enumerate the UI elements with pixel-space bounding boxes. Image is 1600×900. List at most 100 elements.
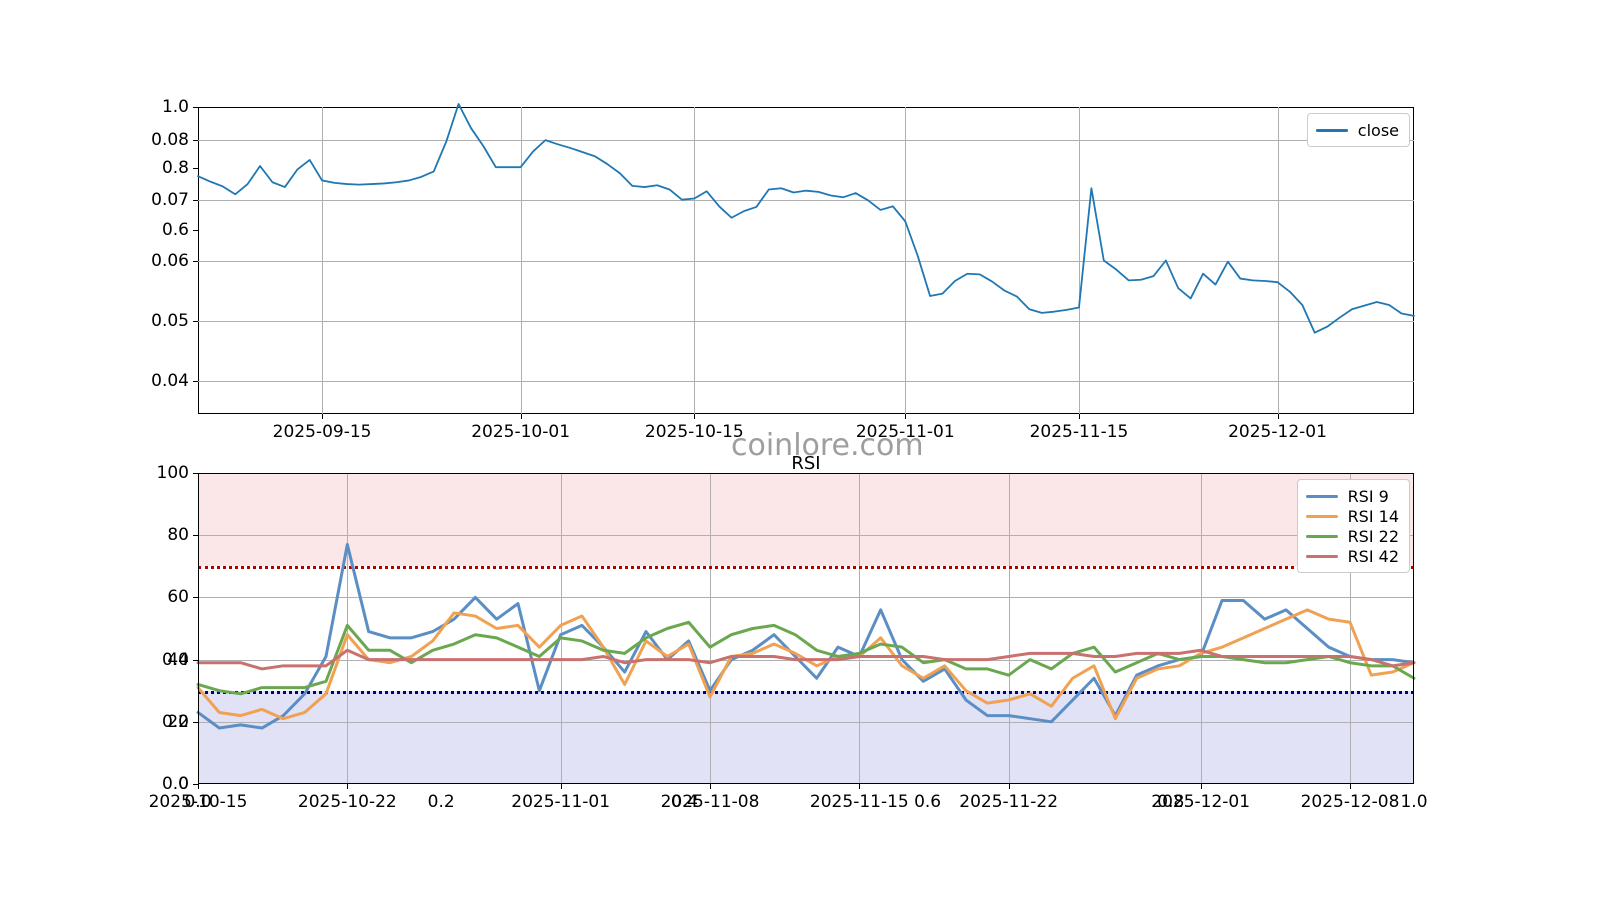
gridline-vertical [1350,473,1351,784]
tick-mark [710,784,711,789]
gridline-horizontal [198,260,1414,262]
legend-item[interactable]: close [1315,120,1399,140]
price-ytick-0.06: 0.06 [151,250,189,271]
gridline-horizontal [198,597,1414,599]
tick-mark [193,473,198,474]
tick-mark [322,414,324,419]
rsi-ytick-secondary-0.2: 0.2 [161,711,189,732]
watermark-coinlore: coinlore.com [731,428,924,463]
tick-mark [193,140,198,142]
price-line-plot [197,103,1415,334]
tick-mark [193,784,198,785]
rsi-axis-left-spine [198,473,199,784]
rsi-ytick-0: 0 [178,774,189,794]
price-xtick-2025-10-15: 2025-10-15 [644,422,744,442]
price-xtick-2025-11-15: 2025-11-15 [1029,422,1129,442]
price-ytick-0.04: 0.04 [151,370,189,391]
gridline-vertical [905,107,907,414]
rsi-oversold-line [198,690,1414,694]
gridline-horizontal [198,200,1414,202]
price-xtick-2025-09-15: 2025-09-15 [272,422,372,442]
gridline-vertical [710,473,711,784]
price-ytick-0.07: 0.07 [151,190,189,211]
tick-mark [694,414,696,419]
gridline-vertical [1008,473,1010,784]
rsi-xtick-secondary-0.0: 0.0 [184,792,212,812]
gridline-vertical [1078,107,1080,414]
rsi-overbought-band [198,473,1414,567]
legend-swatch-icon [1315,128,1348,132]
tick-mark [193,380,198,382]
gridline-vertical [1277,107,1279,414]
price-ytick-secondary-0.8: 0.8 [161,158,189,179]
tick-mark [1277,414,1279,419]
legend-item[interactable]: RSI 14 [1305,506,1399,526]
tick-mark [193,597,198,599]
rsi-xtick-2025-11-15: 2025-11-15 [809,792,909,812]
gridline-vertical [520,107,522,414]
tick-mark [905,414,907,419]
rsi-xtick-2025-10-15: 2025-10-15 [148,792,248,812]
tick-mark [198,784,199,789]
tick-mark [193,659,198,661]
rsi-ytick-secondary-0.4: 0.4 [161,649,189,670]
price-xtick-2025-11-01: 2025-11-01 [855,422,955,442]
rsi-legend[interactable]: RSI 9 RSI 14 RSI 22 RSI 42 [1296,479,1410,573]
tick-mark [193,168,198,170]
rsi-xtick-secondary-1.0: 1.0 [1400,792,1428,812]
tick-mark [193,229,198,231]
rsi-oversold-band [198,690,1414,784]
gridline-vertical [560,473,562,784]
rsi-xtick-secondary-0.6: 0.6 [914,792,942,812]
price-ytick-secondary-1.0: 1.0 [161,97,189,117]
tick-mark [859,784,861,789]
tick-mark [560,784,562,789]
legend-label: close [1357,120,1399,140]
rsi-ytick-100: 100 [156,463,189,483]
price-axis-top-spine [198,107,1414,108]
tick-mark [347,784,349,789]
rsi-xtick-secondary-0.8: 0.8 [1157,792,1185,812]
price-axis-bottom-spine [198,413,1414,414]
rsi-ytick-20: 20 [167,711,189,732]
tick-mark [193,535,198,537]
price-ytick-secondary-0.6: 0.6 [161,219,189,240]
tick-mark [1078,414,1080,419]
tick-mark [1200,784,1202,789]
rsi-chart-axes: 100 80 60 40 20 0 0.4 0.2 0.0 2025-10-15 2025-10-2… [149,463,1428,812]
rsi-xtick-2025-11-01: 2025-11-01 [511,792,611,812]
rsi-xtick-2025-10-22: 2025-10-22 [297,792,397,812]
price-chart-axes: 0.08 0.07 0.06 0.05 0.04 1.0 0.8 0.6 2025-09-15 2… [151,97,1415,442]
rsi-ytick-80: 80 [167,525,189,546]
rsi-ytick-60: 60 [167,587,189,608]
tick-mark [193,320,198,322]
rsi-panel-title: RSI [791,453,821,474]
tick-mark [1008,784,1010,789]
legend-item[interactable]: RSI 22 [1305,526,1399,546]
gridline-vertical [322,107,324,414]
tick-mark [193,200,198,202]
gridline-horizontal [198,380,1414,382]
price-legend[interactable]: close [1306,113,1410,147]
tick-mark [520,414,522,419]
rsi-axis-top-spine [198,473,1414,474]
legend-swatch-icon [1305,554,1338,558]
rsi-xtick-secondary-0.4: 0.4 [670,792,698,812]
gridline-horizontal [198,535,1414,537]
price-xtick-2025-12-01: 2025-12-01 [1228,422,1327,442]
tick-mark [1350,784,1351,789]
gridline-vertical [347,473,349,784]
tick-mark [193,721,198,723]
rsi-line-plot [196,543,1416,730]
gridline-vertical [859,473,861,784]
rsi-overbought-line [198,566,1414,570]
rsi-axis-right-spine [1413,473,1414,784]
rsi-xtick-2025-11-22: 2025-11-22 [959,792,1059,812]
legend-item[interactable]: RSI 42 [1305,546,1399,566]
price-ytick-0.08: 0.08 [151,130,189,151]
legend-item[interactable]: RSI 9 [1305,486,1399,506]
tick-mark [193,260,198,262]
gridline-vertical [1200,473,1202,784]
legend-swatch-icon [1305,514,1338,518]
